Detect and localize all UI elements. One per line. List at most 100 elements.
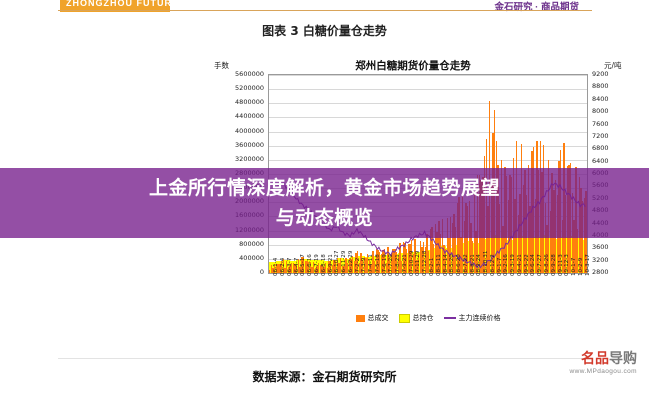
gridline (269, 131, 587, 133)
open-interest-band (269, 261, 277, 273)
volume-bar (529, 206, 531, 273)
watermark-url: www.MPdaogou.com (569, 368, 637, 375)
volume-bar (419, 240, 421, 273)
volume-bar (323, 266, 325, 273)
x-tick-label: 06-11-29 (341, 250, 348, 276)
volume-bar (451, 222, 454, 273)
y2-tick-label: 8000 (592, 107, 609, 116)
volume-bar (471, 240, 474, 273)
x-tick-label: 08-5-20 (449, 254, 456, 276)
volume-bar (411, 239, 413, 273)
y2-tick-label: 6800 (592, 144, 609, 153)
chart-container: 郑州白糖期货价量仓走势 (228, 58, 598, 308)
volume-bar (279, 264, 281, 273)
volume-bar (311, 267, 313, 273)
y2-tick-label: 6400 (592, 156, 609, 165)
x-tick-label: 10-3-17 (584, 254, 591, 276)
y-tick-label: 5600000 (235, 70, 264, 78)
x-tick-label: 07-12-28 (422, 250, 429, 276)
legend-swatch (355, 314, 365, 322)
y-tick-label: 4400000 (235, 112, 264, 121)
volume-bar (289, 264, 291, 273)
volume-bar (573, 219, 575, 273)
volume-bar (348, 257, 350, 273)
volume-bar (312, 261, 315, 273)
volume-bar (290, 263, 293, 273)
chart-title: 郑州白糖期货价量仓走势 (355, 60, 471, 72)
volume-bar (292, 262, 295, 273)
volume-bar (389, 259, 391, 273)
x-tick-label: 07-8-21 (395, 254, 402, 276)
open-interest-band (296, 259, 304, 273)
volume-bar (346, 262, 349, 273)
watermark-main-1: 名品 (581, 351, 609, 367)
volume-bar (297, 259, 300, 273)
x-tick-label: 06-7-19 (313, 254, 320, 276)
legend-item: 主力连续价格 (443, 313, 501, 323)
volume-bar (318, 263, 320, 273)
volume-bar (429, 228, 432, 273)
x-tick-label: 08-12-2 (489, 254, 496, 276)
volume-bar (355, 252, 357, 273)
x-tick-label: 09-12-3 (564, 254, 571, 276)
volume-bar (466, 206, 469, 273)
x-tick-label: 09-1-7 (496, 257, 503, 276)
volume-bar (353, 260, 355, 273)
volume-bar (412, 254, 415, 273)
volume-bar (434, 223, 437, 273)
volume-bar (443, 244, 445, 273)
volume-bar (316, 266, 318, 273)
title-overlay-banner: 上金所行情深度解析，黄金市场趋势展望 与动态概览 (0, 168, 649, 238)
volume-bar (561, 219, 564, 273)
x-tick-label: 09-9-28 (550, 254, 557, 276)
x-tick-label: 10-2-9 (577, 257, 584, 276)
volume-bar (463, 220, 465, 273)
x-tick-label: 06-10-27 (334, 250, 341, 276)
volume-bar (274, 263, 276, 273)
volume-bar (328, 261, 330, 273)
x-tick-label: 08-4-14 (442, 254, 449, 276)
volume-bar (470, 223, 472, 273)
y-tick-label: 4000000 (235, 126, 264, 135)
volume-bar (395, 251, 398, 273)
y-tick-label: 4800000 (235, 98, 264, 107)
x-tick-label: 07-7-20 (388, 254, 395, 276)
gridline (269, 244, 587, 246)
volume-bar (350, 259, 352, 273)
legend-swatch (398, 313, 410, 323)
watermark: 名品导购 www.MPdaogou.com (570, 348, 637, 375)
y-tick-label: 0 (259, 268, 264, 276)
volume-bar (428, 250, 430, 273)
publisher-band (60, 0, 170, 12)
volume-bar (446, 218, 448, 273)
volume-bar (380, 253, 383, 273)
x-tick-label: 06-6-16 (307, 254, 314, 276)
volume-bar (285, 260, 288, 273)
volume-bar (422, 241, 425, 273)
x-tick-label: 06-9-21 (327, 254, 334, 276)
volume-bar (368, 260, 371, 273)
volume-bar (340, 258, 342, 273)
gridline (269, 145, 587, 147)
volume-bar (375, 248, 377, 273)
volume-bar (424, 247, 426, 273)
volume-bar (351, 255, 354, 273)
x-tick-label: 06-8-18 (320, 254, 327, 276)
x-axis-ticks: 06-1-4 06-2-4 06-3-7 06-4-7 06-5-17 06-6-16 06… (268, 251, 590, 308)
x-tick-label: 07-5-18 (374, 254, 381, 276)
volume-bar (370, 264, 372, 273)
volume-bar (421, 247, 423, 273)
volume-bar (433, 243, 435, 273)
y-tick-label: 400000 (239, 253, 264, 262)
research-label: 金石研究 · 商品期货 (494, 2, 579, 13)
x-tick-label: 06-1-4 (273, 257, 280, 276)
volume-bar (329, 260, 332, 273)
y2-tick-label: 2800 (592, 268, 609, 276)
volume-bar (399, 242, 401, 273)
x-tick-label: 07-11-29 (415, 250, 422, 276)
volume-bar (272, 268, 274, 273)
volume-bar (360, 252, 362, 273)
header-rule (58, 10, 592, 11)
volume-bar (414, 239, 416, 273)
volume-bar (404, 242, 406, 273)
